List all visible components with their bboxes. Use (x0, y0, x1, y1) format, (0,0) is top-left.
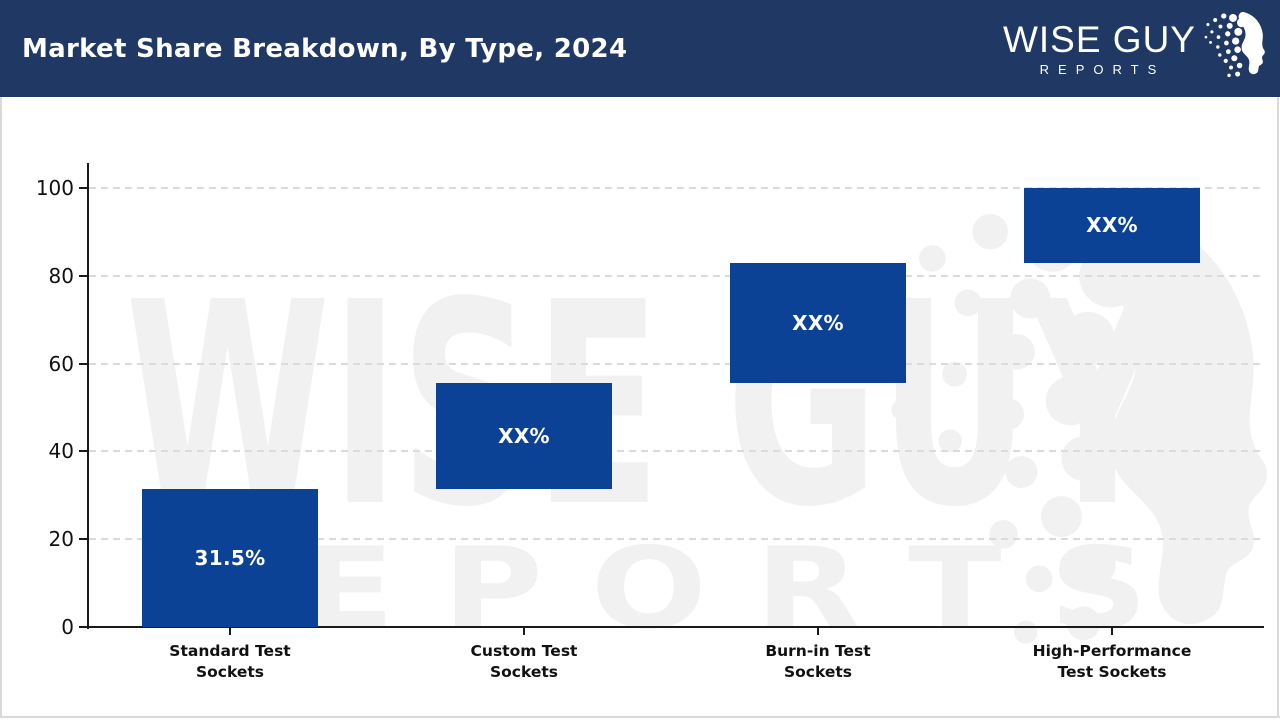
bar-custom-test-sockets: XX% (436, 383, 612, 489)
bar-value-label-standard-test-sockets: 31.5% (194, 545, 266, 570)
logo-sub-text: REPORTS (1039, 61, 1166, 77)
wiseguy-face-icon (1204, 11, 1265, 77)
y-tick-label-60: 60 (48, 351, 74, 376)
y-tick-label-0: 0 (61, 615, 74, 639)
category-label-line: Sockets (783, 663, 853, 681)
y-tick-0 (79, 626, 88, 628)
category-label-line: High-Performance (1032, 642, 1192, 660)
gridline-y-40 (89, 450, 1264, 453)
frame-border-right (1277, 97, 1279, 717)
category-label-burn-in-test-sockets: Burn-in Test Sockets (678, 641, 958, 683)
bar-value-label-burn-in-test-sockets: XX% (792, 310, 844, 335)
category-label-line: Custom Test (470, 642, 578, 660)
x-tick-custom-test-sockets (523, 628, 525, 635)
category-label-line: Test Sockets (1057, 663, 1167, 681)
page-title: Market Share Breakdown, By Type, 2024 (22, 33, 628, 64)
category-label-line: Burn-in Test (765, 642, 871, 660)
gridline-y-80 (89, 274, 1264, 277)
y-tick-100 (79, 187, 88, 189)
bar-value-label-custom-test-sockets: XX% (498, 424, 550, 449)
wiseguy-wordmark: WISE GUY REPORTS (1002, 18, 1196, 77)
y-tick-20 (79, 538, 88, 541)
header-bar: Market Share Breakdown, By Type, 2024 WI… (0, 0, 1280, 97)
wiseguy-logo: WISE GUY REPORTS (1002, 11, 1280, 86)
category-label-standard-test-sockets: Standard Test Sockets (90, 641, 370, 683)
y-tick-label-100: 100 (35, 176, 74, 200)
gridline-y-60 (89, 362, 1264, 365)
y-tick-label-40: 40 (48, 439, 74, 464)
y-tick-label-20: 20 (48, 527, 74, 552)
y-tick-label-80: 80 (48, 263, 74, 288)
x-tick-standard-test-sockets (229, 628, 231, 635)
x-tick-high-performance-test-sockets (1111, 628, 1113, 635)
frame-border-bottom (0, 716, 1280, 718)
gridline-y-20 (89, 538, 1264, 541)
logo-name-text: WISE GUY (1002, 18, 1196, 60)
bar-value-label-high-performance-test-sockets: XX% (1086, 213, 1138, 238)
category-label-high-performance-test-sockets: High-Performance Test Sockets (972, 641, 1252, 683)
y-tick-60 (79, 362, 88, 365)
y-axis-line (87, 163, 89, 629)
bar-burn-in-test-sockets: XX% (730, 262, 906, 384)
x-tick-burn-in-test-sockets (817, 628, 819, 635)
chart-area: WISE GUY R E P O R T S 0 20 40 60 80 100 31.5%… (0, 97, 1280, 717)
category-label-custom-test-sockets: Custom Test Sockets (384, 641, 664, 683)
frame-border-left (0, 97, 2, 717)
y-tick-40 (79, 450, 88, 453)
waterfall-chart: 0 20 40 60 80 100 31.5% Standard Test Sockets XX%… (0, 97, 1280, 717)
category-label-line: Standard Test (169, 642, 291, 660)
x-axis-line (87, 626, 1264, 628)
category-label-line: Sockets (195, 663, 265, 681)
bar-high-performance-test-sockets: XX% (1024, 188, 1200, 263)
gridline-y-100 (89, 187, 1264, 189)
bar-standard-test-sockets: 31.5% (142, 488, 318, 627)
y-tick-80 (79, 274, 88, 277)
category-label-line: Sockets (489, 663, 559, 681)
